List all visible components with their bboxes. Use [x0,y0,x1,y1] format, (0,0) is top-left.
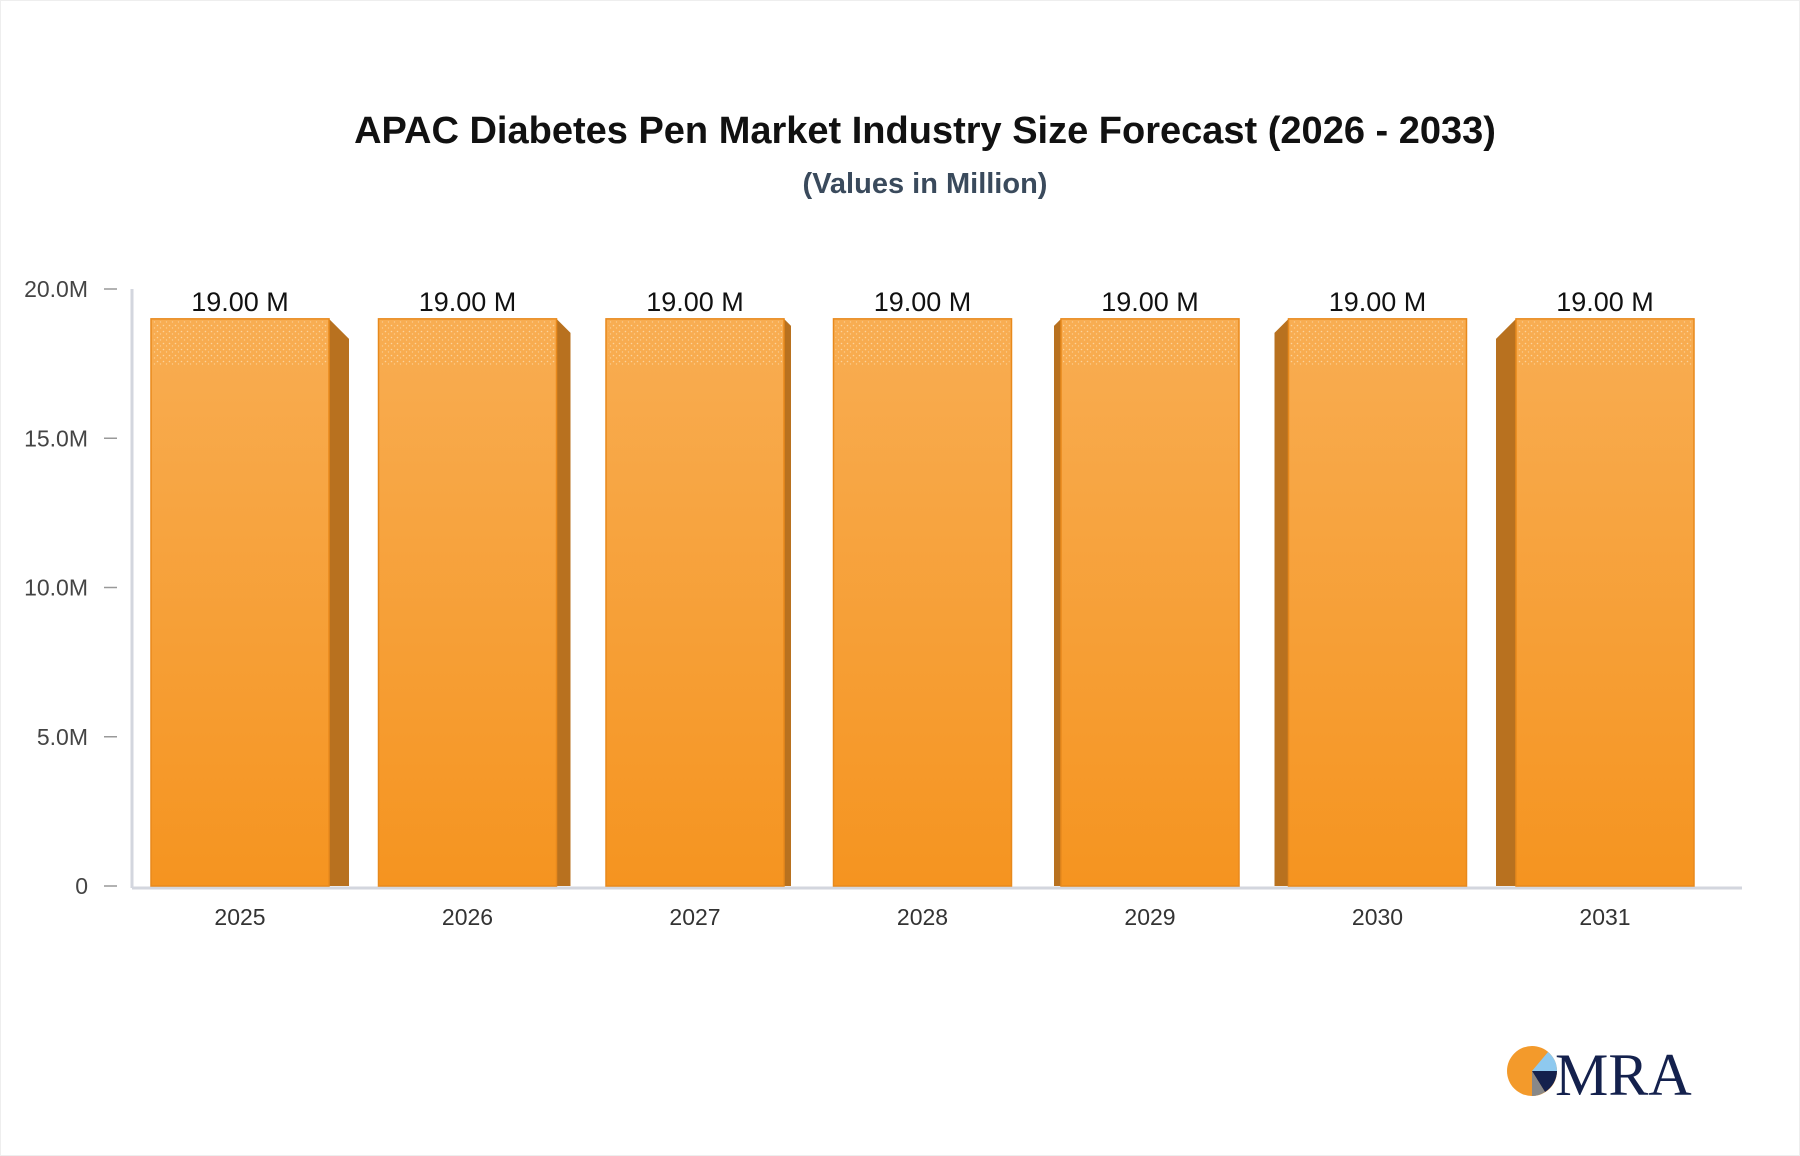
bar-texture [380,320,555,366]
y-tick-label: 20.0M [24,276,88,302]
bar [832,318,1013,887]
bar [1515,318,1695,887]
bar-value-label: 19.00 M [1101,287,1199,317]
chart-subtitle: (Values in Million) [802,168,1048,200]
y-tick-label: 0 [75,873,88,899]
bar-side [784,318,791,887]
bar-side [329,318,349,887]
x-tick-label: 2027 [669,904,720,930]
bar-texture [1518,320,1692,366]
bar [1060,318,1240,887]
bar-value-label: 19.00 M [191,287,289,317]
bar-texture [835,320,1010,366]
bar-value-label: 19.00 M [646,287,744,317]
bar-texture [1063,320,1237,366]
bar-value-label: 19.00 M [1329,287,1427,317]
x-tick-label: 2029 [1124,904,1175,930]
x-tick-label: 2026 [442,904,493,930]
mra-logo: MRA [1507,1042,1692,1102]
bar-side [556,318,571,887]
chart-title: APAC Diabetes Pen Market Industry Size F… [354,110,1496,152]
bar-texture [1290,320,1465,366]
bar-value-label: 19.00 M [1556,287,1654,317]
bar [150,318,330,887]
y-tick-label: 5.0M [37,724,88,750]
bar-side [1274,318,1289,887]
bar-side [1496,318,1516,887]
bar [377,318,558,887]
bar [605,318,785,887]
bar [1287,318,1468,887]
bar-texture [153,320,327,366]
x-tick-label: 2031 [1579,904,1630,930]
x-tick-label: 2025 [214,904,265,930]
y-tick-label: 15.0M [24,425,88,451]
logo-text: MRA [1555,1042,1692,1102]
bar-texture [608,320,782,366]
x-tick-label: 2030 [1352,904,1403,930]
x-tick-label: 2028 [897,904,948,930]
bar-value-label: 19.00 M [419,287,517,317]
bar-value-label: 19.00 M [874,287,972,317]
bar-side [1054,318,1061,887]
y-tick-label: 10.0M [24,575,88,601]
